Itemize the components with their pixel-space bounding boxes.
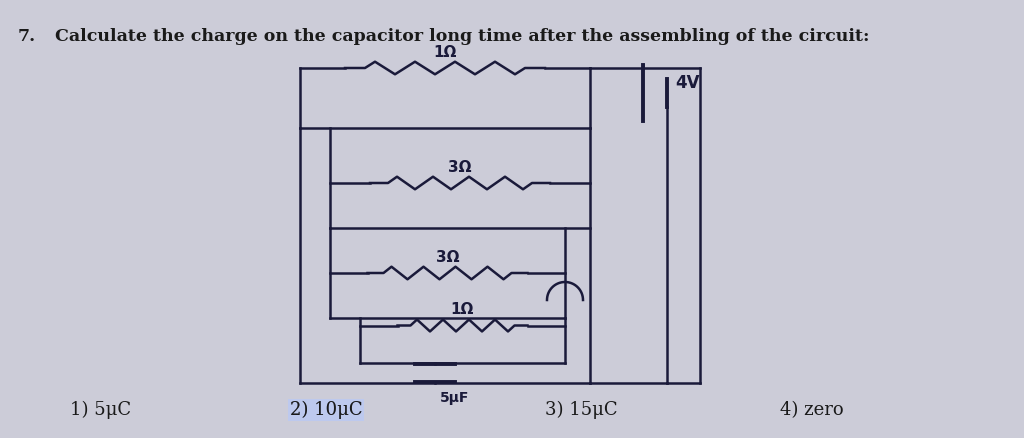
Text: 1Ω: 1Ω: [433, 45, 457, 60]
Text: Calculate the charge on the capacitor long time after the assembling of the circ: Calculate the charge on the capacitor lo…: [55, 28, 869, 45]
Text: 3Ω: 3Ω: [436, 250, 459, 265]
Text: 1) 5μC: 1) 5μC: [70, 401, 131, 419]
Text: 2) 10μC: 2) 10μC: [290, 401, 362, 419]
Text: 7.: 7.: [18, 28, 36, 45]
Text: 3Ω: 3Ω: [449, 160, 472, 175]
Text: 4) zero: 4) zero: [780, 401, 844, 419]
Text: 2) 10μC: 2) 10μC: [290, 401, 362, 419]
Text: 5μF: 5μF: [440, 391, 469, 405]
Text: 4V: 4V: [675, 74, 699, 92]
Text: 3) 15μC: 3) 15μC: [545, 401, 617, 419]
Text: 1Ω: 1Ω: [451, 303, 474, 318]
